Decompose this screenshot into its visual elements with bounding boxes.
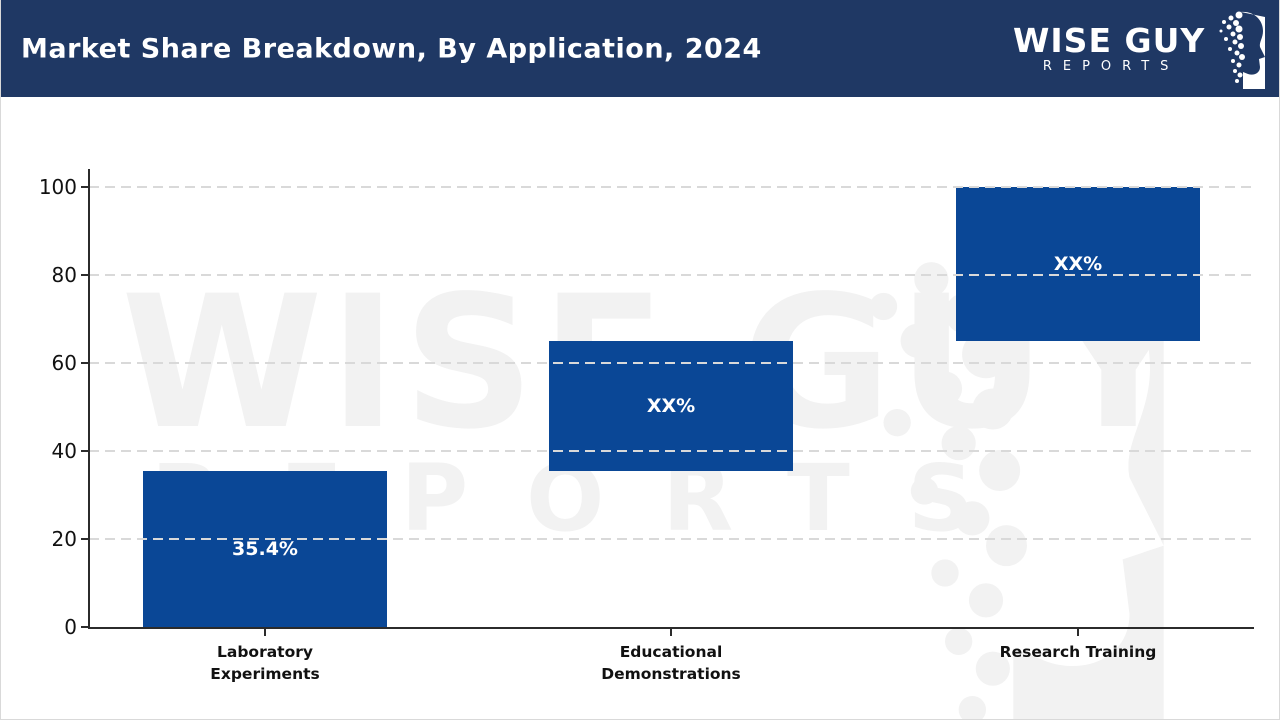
category-label-2: Educational Demonstrations (601, 643, 741, 684)
y-tick-80 (81, 274, 89, 276)
x-tick-1 (264, 629, 266, 636)
y-tick-label-20: 20 (51, 527, 77, 551)
bar-1[interactable]: 35.4% (143, 471, 387, 627)
x-tick-2 (670, 629, 672, 636)
y-tick-60 (81, 362, 89, 364)
gridline-60 (89, 362, 1254, 364)
bar-value-label-3: XX% (1053, 253, 1103, 275)
x-tick-3 (1077, 629, 1079, 636)
y-tick-label-60: 60 (51, 351, 77, 375)
logo-subtitle: REPORTS (1042, 58, 1180, 74)
logo-wordmark: WISE GUY (1013, 21, 1206, 61)
bar-value-label-2: XX% (646, 395, 696, 418)
bar-value-label-1: 35.4% (232, 538, 298, 561)
gridline-20 (89, 538, 1254, 540)
y-tick-0 (81, 626, 89, 628)
y-tick-20 (81, 538, 89, 540)
y-tick-label-80: 80 (51, 263, 77, 287)
y-tick-40 (81, 450, 89, 452)
y-tick-100 (81, 186, 89, 188)
chart-plot-area: WISE GUY REPORTS 02040608010035.4%Labora… (1, 97, 1279, 719)
bar-3[interactable]: XX% (956, 187, 1200, 341)
y-tick-label-0: 0 (64, 615, 77, 639)
chart-title: Market Share Breakdown, By Application, … (21, 33, 762, 64)
category-label-1: Laboratory Experiments (210, 643, 320, 684)
header-banner: Market Share Breakdown, By Application, … (1, 0, 1279, 97)
logo-text: WISE GUY REPORTS (1013, 24, 1205, 74)
logo-face-icon (1219, 11, 1266, 89)
y-tick-label-100: 100 (38, 175, 77, 199)
y-axis-line (88, 169, 90, 629)
gridline-40 (89, 450, 1254, 452)
y-tick-label-40: 40 (51, 439, 77, 463)
wise-guy-logo: WISE GUY REPORTS (1013, 8, 1266, 90)
category-label-3: Research Training (999, 643, 1157, 661)
x-axis-line (88, 627, 1254, 629)
gridline-100 (89, 186, 1254, 188)
gridline-80 (89, 274, 1254, 276)
